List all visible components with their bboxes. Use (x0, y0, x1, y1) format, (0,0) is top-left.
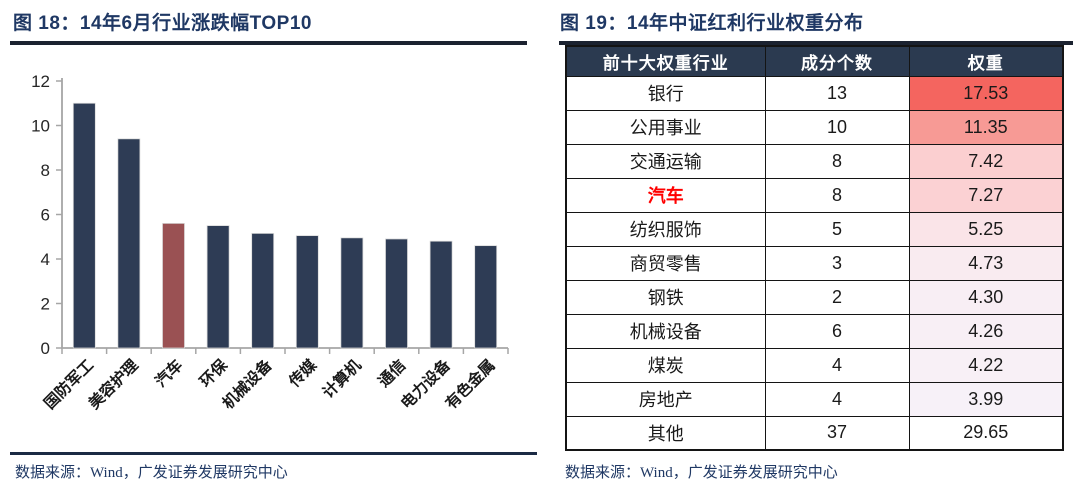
figure-18-title-underline (10, 41, 527, 45)
weight-cell: 4.30 (908, 279, 1064, 315)
industry-cell: 汽车 (565, 177, 766, 213)
industry-cell: 商贸零售 (565, 245, 766, 281)
bar-4 (251, 233, 275, 349)
bar-0 (72, 102, 96, 349)
figure-19-data-source: 数据来源：Wind，广发证券发展研究中心 (565, 465, 838, 481)
industry-cell: 交通运输 (565, 143, 766, 179)
table-row: 汽车 8 7.27 (565, 177, 1064, 213)
figure-19-title: 图 19：14年中证红利行业权重分布 (560, 13, 864, 34)
y-axis-label: 12 (31, 72, 50, 91)
x-axis-label: 通信 (374, 355, 409, 390)
count-cell: 3 (764, 245, 910, 281)
industry-weight-table: 前十大权重行业 成分个数 权重 银行 13 17.53 公用事业 10 11.35 交通运输 8 7… (565, 45, 1064, 451)
table-row: 纺织服饰 5 5.25 (565, 211, 1064, 247)
table-row: 其他 37 29.65 (565, 415, 1064, 451)
column-header: 成分个数 (764, 45, 910, 77)
table-row: 煤炭 4 4.22 (565, 347, 1064, 383)
y-axis-label: 4 (41, 250, 50, 269)
x-axis-label: 有色金属 (441, 355, 498, 412)
y-axis-label: 0 (41, 339, 50, 358)
y-axis-label: 6 (41, 206, 50, 225)
industry-cell: 公用事业 (565, 109, 766, 145)
y-axis-label: 10 (31, 117, 50, 136)
count-cell: 4 (764, 347, 910, 383)
weight-cell: 4.73 (908, 245, 1064, 281)
figure-19-title-underline (559, 41, 1073, 45)
weight-cell: 11.35 (908, 109, 1064, 145)
bar-8 (429, 240, 453, 349)
bar-9 (474, 245, 498, 349)
weight-cell: 29.65 (908, 415, 1064, 451)
table-row: 商贸零售 3 4.73 (565, 245, 1064, 281)
industry-cell: 纺织服饰 (565, 211, 766, 247)
weight-cell: 7.42 (908, 143, 1064, 179)
y-axis-label: 2 (41, 295, 50, 314)
table-row: 房地产 4 3.99 (565, 381, 1064, 417)
figure-18-panel: 图 18：14年6月行业涨跌幅TOP10 0 2 4 6 8 10 12 国防军工 美容护理 汽车… (10, 13, 537, 481)
count-cell: 8 (764, 143, 910, 179)
weight-cell: 4.22 (908, 347, 1064, 383)
column-header: 权重 (908, 45, 1064, 77)
weight-cell: 4.26 (908, 313, 1064, 349)
x-axis-label: 传媒 (284, 355, 320, 391)
table-row: 银行 13 17.53 (565, 75, 1064, 111)
bar-3 (206, 225, 230, 349)
table-row: 公用事业 10 11.35 (565, 109, 1064, 145)
industry-cell: 钢铁 (565, 279, 766, 315)
count-cell: 4 (764, 381, 910, 417)
table-row: 机械设备 6 4.26 (565, 313, 1064, 349)
table-row: 钢铁 2 4.30 (565, 279, 1064, 315)
weight-table-header-row: 前十大权重行业 成分个数 权重 (565, 45, 1064, 77)
industry-cell: 银行 (565, 75, 766, 111)
count-cell: 2 (764, 279, 910, 315)
industry-cell: 房地产 (565, 381, 766, 417)
table-row: 交通运输 8 7.42 (565, 143, 1064, 179)
x-axis-label: 汽车 (151, 355, 186, 390)
bar-7 (385, 238, 408, 349)
figure-18-data-source: 数据来源：Wind，广发证券发展研究中心 (15, 465, 288, 481)
industry-cell: 机械设备 (565, 313, 766, 349)
figure-18-footer-rule (10, 452, 537, 455)
count-cell: 6 (764, 313, 910, 349)
x-axis-label: 计算机 (318, 355, 365, 402)
x-axis-label: 机械设备 (218, 355, 276, 413)
x-axis-label: 环保 (196, 355, 232, 391)
bar-2 (162, 223, 185, 349)
count-cell: 8 (764, 177, 910, 213)
column-header: 前十大权重行业 (565, 45, 766, 77)
count-cell: 5 (764, 211, 910, 247)
weight-cell: 3.99 (908, 381, 1064, 417)
industry-cell: 其他 (565, 415, 766, 451)
industry-cell: 煤炭 (565, 347, 766, 383)
figure-18-title: 图 18：14年6月行业涨跌幅TOP10 (13, 13, 312, 34)
count-cell: 10 (764, 109, 910, 145)
count-cell: 37 (764, 415, 910, 451)
figure-19-panel: 图 19：14年中证红利行业权重分布 前十大权重行业 成分个数 权重 银行 13 17.… (540, 0, 1080, 492)
x-axis-label: 美容护理 (84, 355, 142, 413)
weight-cell: 5.25 (908, 211, 1064, 247)
weight-cell: 17.53 (908, 75, 1064, 111)
bar-5 (295, 235, 319, 349)
y-axis-label: 8 (41, 161, 50, 180)
count-cell: 13 (764, 75, 910, 111)
weight-cell: 7.27 (908, 177, 1064, 213)
bar-6 (340, 237, 364, 349)
bar-1 (117, 138, 141, 349)
